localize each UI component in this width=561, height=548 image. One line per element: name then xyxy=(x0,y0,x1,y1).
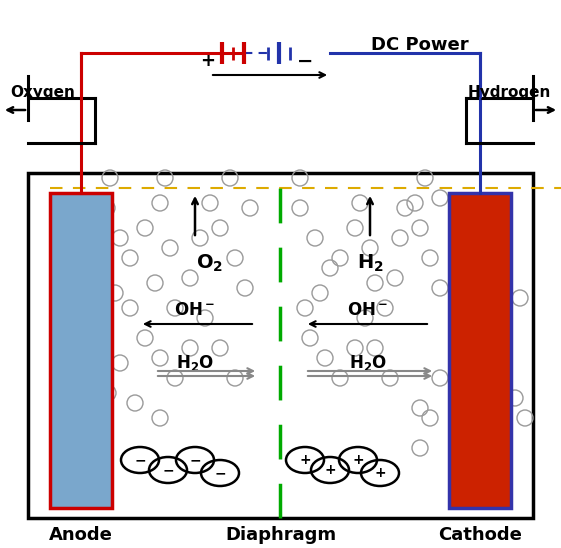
Text: DC Power: DC Power xyxy=(371,36,469,54)
Text: Oxygen: Oxygen xyxy=(10,85,75,100)
Text: Hydrogen: Hydrogen xyxy=(468,85,551,100)
Text: $\mathbf{H_2O}$: $\mathbf{H_2O}$ xyxy=(349,353,387,373)
Text: $\mathbf{O_2}$: $\mathbf{O_2}$ xyxy=(196,252,224,273)
Text: Cathode: Cathode xyxy=(438,526,522,544)
Text: −: − xyxy=(162,463,174,477)
Text: +: + xyxy=(200,52,215,70)
Text: −: − xyxy=(297,52,313,71)
Text: +: + xyxy=(324,463,336,477)
Text: Diaphragm: Diaphragm xyxy=(225,526,336,544)
Text: $\mathbf{H_2}$: $\mathbf{H_2}$ xyxy=(357,252,384,273)
Bar xyxy=(28,173,533,518)
Text: +: + xyxy=(352,453,364,467)
Text: $\mathbf{OH^-}$: $\mathbf{OH^-}$ xyxy=(347,301,389,319)
Bar xyxy=(449,193,511,508)
Text: Anode: Anode xyxy=(49,526,113,544)
Text: −: − xyxy=(134,453,146,467)
Text: +: + xyxy=(299,453,311,467)
Text: $\mathbf{OH^-}$: $\mathbf{OH^-}$ xyxy=(174,301,215,319)
Text: $\mathbf{H_2O}$: $\mathbf{H_2O}$ xyxy=(176,353,214,373)
Text: −: − xyxy=(214,466,226,480)
Bar xyxy=(50,193,112,508)
Text: −: − xyxy=(189,453,201,467)
Text: +: + xyxy=(374,466,386,480)
